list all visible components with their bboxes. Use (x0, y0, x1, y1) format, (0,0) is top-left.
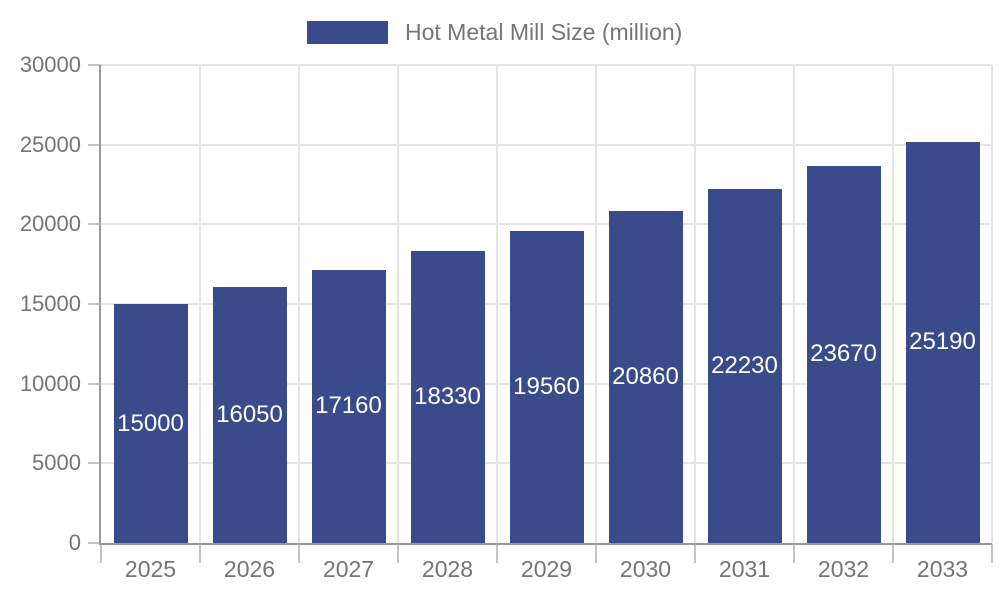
gridline-v (892, 65, 894, 543)
y-axis-tick-label: 5000 (32, 450, 81, 476)
x-tick-mark (793, 544, 795, 563)
gridline-h (101, 143, 992, 146)
bar-value-label: 15000 (117, 409, 184, 437)
bar-2027[interactable]: 17160 (311, 269, 386, 543)
x-tick-mark (298, 544, 300, 563)
x-tick-mark (595, 544, 597, 563)
y-axis-tick-label: 25000 (19, 131, 81, 157)
x-tick-mark (496, 544, 498, 563)
y-axis-tick-label: 10000 (19, 370, 81, 396)
bar-value-label: 18330 (414, 382, 481, 410)
bar-value-label: 20860 (612, 362, 679, 390)
x-tick-mark (397, 544, 399, 563)
bar-value-label: 19560 (513, 373, 580, 401)
gridline-h (101, 64, 992, 66)
y-axis-tick-label: 30000 (19, 52, 81, 77)
bar-2028[interactable]: 18330 (410, 250, 485, 543)
bar-2031[interactable]: 22230 (707, 188, 782, 543)
y-axis-tick-label: 15000 (19, 291, 81, 316)
gridline-h (101, 223, 992, 226)
x-axis-line (99, 543, 992, 545)
x-tick-mark (100, 544, 102, 563)
x-tick-mark (991, 544, 993, 563)
x-axis-tick-label: 2026 (223, 556, 276, 582)
bar-2025[interactable]: 15000 (113, 304, 188, 543)
x-axis-tick-label: 2030 (619, 556, 672, 582)
bar-2033[interactable]: 25190 (905, 141, 980, 543)
gridline-v (496, 65, 498, 543)
x-axis-tick-label: 2027 (322, 556, 375, 582)
y-tick-mark (88, 64, 101, 66)
y-axis-line (99, 65, 101, 545)
x-axis-tick-label: 2028 (421, 556, 474, 582)
bar-2029[interactable]: 19560 (509, 231, 584, 543)
gridline-v (199, 65, 201, 543)
bar-2026[interactable]: 16050 (212, 287, 287, 543)
x-tick-mark (694, 544, 696, 563)
y-tick-mark (88, 303, 101, 305)
bar-2030[interactable]: 20860 (608, 210, 683, 543)
gridline-v (793, 65, 795, 543)
x-axis-tick-label: 2031 (718, 556, 771, 582)
gridline-v (298, 65, 300, 543)
bar-value-label: 16050 (216, 401, 283, 429)
gridline-v (694, 65, 696, 543)
bar-value-label: 22230 (711, 351, 778, 379)
x-axis-tick-label: 2025 (124, 556, 177, 582)
legend-item[interactable]: Hot Metal Mill Size (million) (307, 19, 682, 45)
y-tick-mark (88, 223, 101, 226)
y-axis-tick-label: 0 (68, 530, 81, 555)
y-axis-tick-label: 20000 (19, 211, 81, 237)
x-tick-mark (892, 544, 894, 563)
bar-value-label: 25190 (909, 328, 976, 356)
bar-value-label: 23670 (810, 340, 877, 368)
gridline-v (397, 65, 399, 543)
x-tick-mark (199, 544, 201, 563)
y-tick-mark (88, 462, 101, 465)
legend-label: Hot Metal Mill Size (million) (405, 19, 683, 45)
gridline-v (595, 65, 597, 543)
bar-2032[interactable]: 23670 (806, 165, 881, 543)
x-axis-tick-label: 2032 (817, 556, 870, 582)
bar-value-label: 17160 (315, 392, 382, 420)
y-tick-mark (88, 542, 101, 544)
x-axis-tick-label: 2029 (520, 556, 573, 582)
x-axis-tick-label: 2033 (916, 556, 969, 582)
y-tick-mark (88, 143, 101, 146)
legend-swatch (307, 20, 388, 44)
gridline-v (991, 65, 993, 543)
y-tick-mark (88, 382, 101, 385)
